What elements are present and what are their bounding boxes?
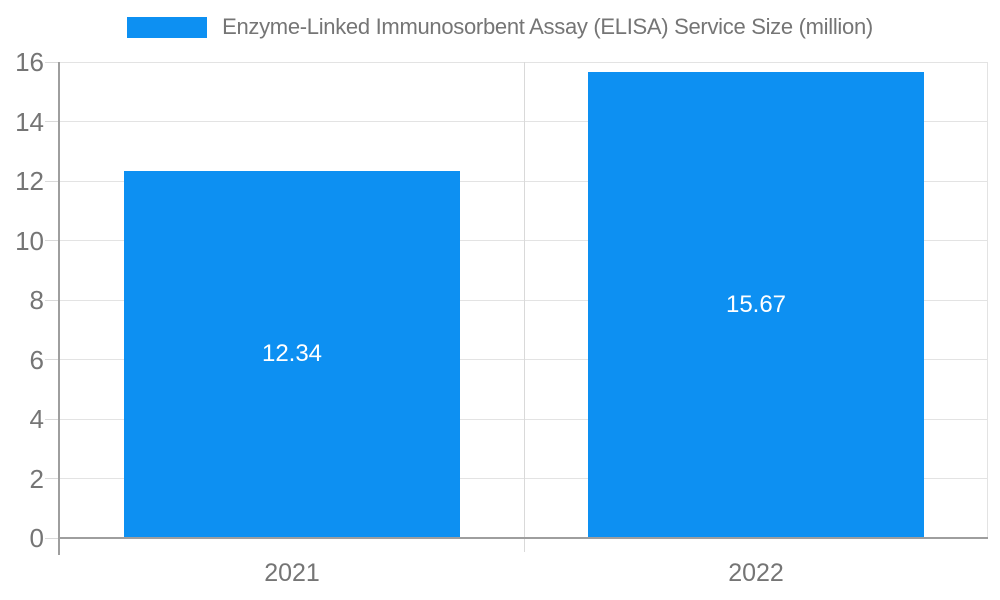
y-axis-label: 2	[29, 463, 44, 494]
y-axis-label: 10	[15, 225, 44, 256]
y-tick-12	[45, 180, 60, 182]
y-axis-label: 6	[29, 344, 44, 375]
y-axis-label: 16	[15, 47, 44, 77]
y-tick-8	[45, 299, 60, 301]
x-axis-label-2022: 2022	[728, 559, 784, 587]
bar-2022[interactable]	[588, 71, 924, 538]
grid-line-x-divider	[523, 62, 525, 552]
y-tick-16	[45, 61, 60, 63]
legend-label: Enzyme-Linked Immunosorbent Assay (ELISA…	[222, 14, 873, 39]
y-tick-4	[45, 418, 60, 420]
y-tick-2	[45, 478, 60, 479]
y-axis-label: 8	[29, 285, 44, 315]
y-axis-line	[58, 62, 60, 555]
legend-swatch	[127, 16, 208, 38]
x-axis-label-2021: 2021	[264, 559, 320, 587]
y-tick-0	[45, 537, 60, 539]
bar-2021[interactable]	[124, 170, 460, 538]
y-tick-6	[45, 359, 60, 360]
plot-right-border	[987, 62, 988, 538]
x-axis-line	[58, 537, 988, 539]
legend: Enzyme-Linked Immunosorbent Assay (ELISA…	[0, 14, 1000, 40]
y-axis-label: 4	[29, 404, 44, 434]
bar-value-label-2022: 15.67	[725, 290, 787, 318]
y-tick-10	[45, 240, 60, 241]
y-axis-label: 14	[15, 106, 44, 137]
bar-value-label-2021: 12.34	[261, 340, 323, 368]
y-axis-label: 0	[29, 523, 44, 553]
y-axis-label: 12	[15, 166, 44, 196]
y-tick-14	[45, 121, 60, 122]
